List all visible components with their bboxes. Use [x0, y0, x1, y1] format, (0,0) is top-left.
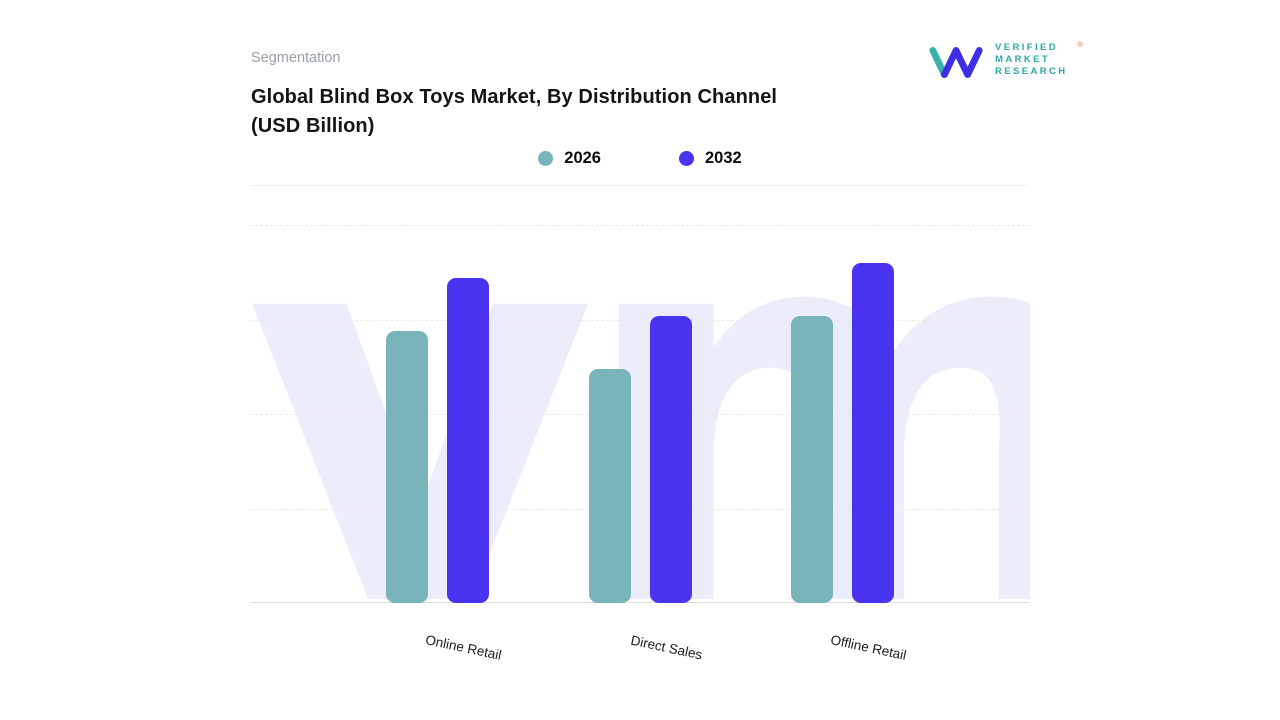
bar-group-online-retail	[386, 278, 489, 603]
brand-wordmark: VERIFIED MARKET RESEARCH	[995, 40, 1068, 78]
gridline	[250, 225, 1030, 226]
x-label-direct-sales: Direct Sales	[628, 632, 704, 663]
chart-title-line2: (USD Billion)	[251, 115, 375, 137]
legend-label: 2026	[564, 149, 601, 167]
x-label-online-retail: Online Retail	[424, 632, 503, 663]
legend: 2026 2032	[250, 149, 1030, 168]
bar-group-direct-sales	[588, 316, 692, 603]
gridline	[250, 508, 1030, 510]
brand-line: VERIFIED	[995, 42, 1059, 53]
bar-online-retail-2026	[386, 331, 428, 603]
plot-area: vm	[250, 225, 1030, 603]
bar-groups	[250, 225, 1030, 603]
brand-logo: VERIFIED MARKET RESEARCH ®	[928, 40, 1083, 82]
brand-line: MARKET	[995, 54, 1051, 65]
x-axis-labels: Online Retail Direct Sales Offline Retail	[250, 632, 1030, 663]
bar-offline-retail-2026	[791, 316, 833, 603]
legend-dot	[679, 151, 694, 166]
bar-direct-sales-2026	[588, 369, 631, 603]
gridline	[250, 414, 1030, 415]
bar-offline-retail-2032	[852, 263, 894, 603]
x-label-offline-retail: Offline Retail	[829, 632, 908, 663]
header-divider	[250, 185, 1028, 186]
legend-item-2032: 2032	[679, 149, 742, 168]
eyebrow-label: Segmentation	[251, 50, 341, 66]
bar-online-retail-2032	[447, 278, 489, 603]
legend-dot	[538, 151, 554, 166]
legend-item-2026: 2026	[538, 149, 601, 168]
bar-direct-sales-2032	[649, 316, 692, 603]
brand-line: RESEARCH	[995, 66, 1068, 77]
chart-title: Global Blind Box Toys Market, By Distrib…	[251, 83, 777, 141]
bar-group-offline-retail	[791, 263, 894, 603]
vmr-logo-icon	[929, 47, 983, 78]
chart-title-line1: Global Blind Box Toys Market, By Distrib…	[251, 86, 778, 108]
registered-trademark: ®	[1077, 42, 1083, 49]
gridline	[250, 319, 1030, 321]
legend-label: 2032	[705, 149, 742, 167]
x-axis-line	[250, 602, 1030, 603]
